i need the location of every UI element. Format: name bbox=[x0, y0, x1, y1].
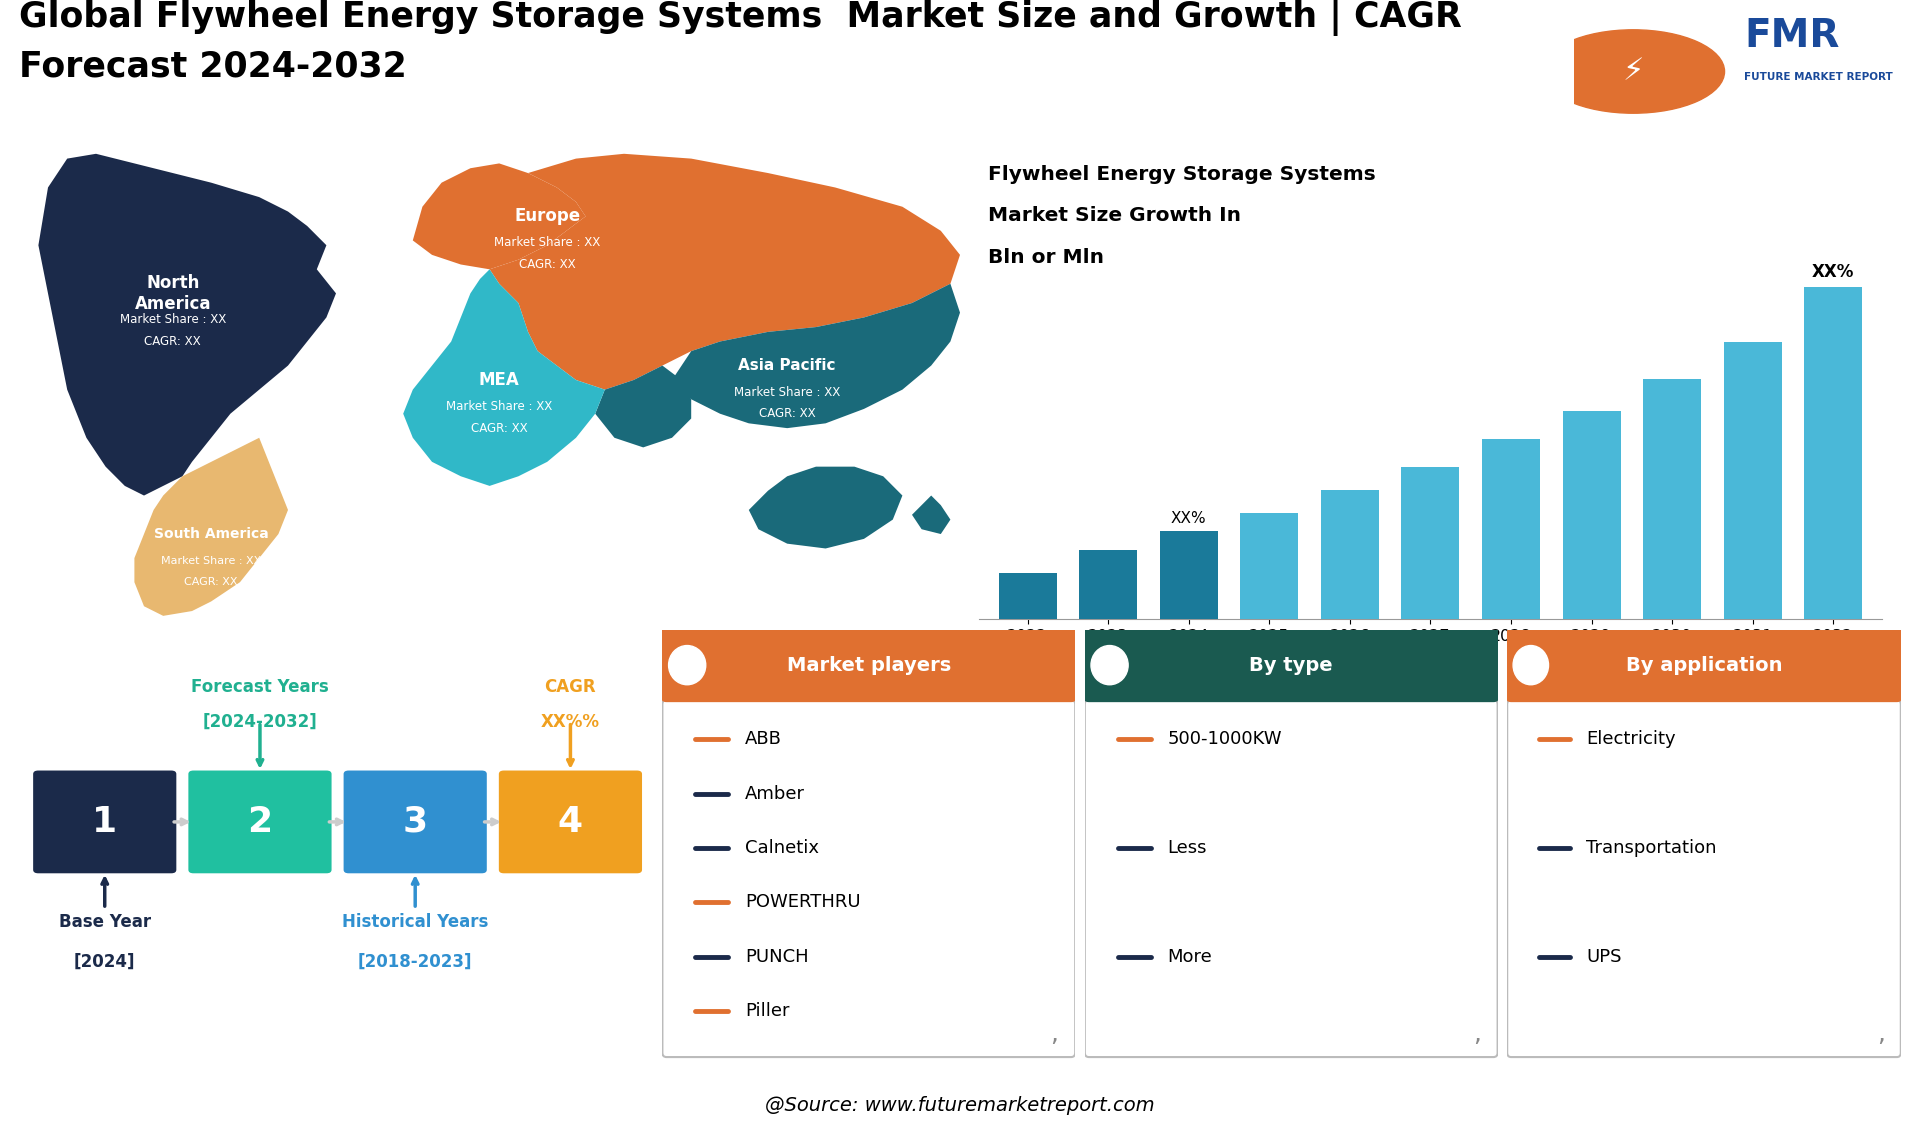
Text: Asia Pacific: Asia Pacific bbox=[739, 358, 835, 374]
Text: Historical Years: Historical Years bbox=[342, 913, 488, 932]
Text: By application: By application bbox=[1626, 656, 1782, 675]
Polygon shape bbox=[413, 164, 586, 269]
Bar bbox=[1402, 466, 1459, 619]
FancyBboxPatch shape bbox=[344, 770, 488, 873]
Text: CAGR: CAGR bbox=[545, 678, 597, 697]
FancyBboxPatch shape bbox=[1507, 700, 1901, 1057]
FancyBboxPatch shape bbox=[1085, 700, 1498, 1057]
Text: [2018-2023]: [2018-2023] bbox=[357, 952, 472, 971]
Bar bbox=[1240, 512, 1298, 619]
Text: 2: 2 bbox=[248, 804, 273, 839]
Text: Bln or Mln: Bln or Mln bbox=[989, 248, 1104, 267]
Text: More: More bbox=[1167, 948, 1212, 966]
Text: FMR: FMR bbox=[1743, 17, 1839, 55]
Text: UPS: UPS bbox=[1586, 948, 1620, 966]
Text: Transportation: Transportation bbox=[1586, 839, 1716, 857]
Text: Piller: Piller bbox=[745, 1003, 789, 1020]
FancyBboxPatch shape bbox=[1505, 628, 1903, 702]
Text: MEA: MEA bbox=[478, 371, 520, 388]
Text: Europe: Europe bbox=[515, 207, 580, 226]
Text: Less: Less bbox=[1167, 839, 1208, 857]
Bar bbox=[1724, 342, 1782, 619]
Text: CAGR: XX: CAGR: XX bbox=[184, 578, 238, 587]
Text: ,: , bbox=[1050, 1022, 1058, 1046]
FancyBboxPatch shape bbox=[1083, 628, 1500, 702]
Text: CAGR: XX: CAGR: XX bbox=[144, 335, 202, 348]
Bar bbox=[1805, 286, 1862, 619]
FancyBboxPatch shape bbox=[660, 628, 1077, 702]
Text: Flywheel Energy Storage Systems: Flywheel Energy Storage Systems bbox=[989, 165, 1377, 185]
Circle shape bbox=[1513, 645, 1549, 685]
Bar bbox=[1160, 532, 1217, 619]
Text: CAGR: XX: CAGR: XX bbox=[518, 258, 576, 270]
Text: XX%: XX% bbox=[1812, 264, 1855, 281]
Text: Forecast Years: Forecast Years bbox=[192, 678, 328, 697]
Polygon shape bbox=[749, 466, 902, 549]
Bar bbox=[1482, 439, 1540, 619]
Polygon shape bbox=[672, 284, 960, 429]
Text: XX%%: XX%% bbox=[541, 713, 599, 731]
FancyBboxPatch shape bbox=[188, 770, 332, 873]
Text: Amber: Amber bbox=[745, 785, 804, 802]
Bar bbox=[998, 573, 1056, 619]
Circle shape bbox=[668, 645, 707, 685]
Text: 1: 1 bbox=[92, 804, 117, 839]
Text: ⚡: ⚡ bbox=[1622, 57, 1644, 86]
Text: Base Year: Base Year bbox=[60, 913, 152, 932]
FancyBboxPatch shape bbox=[33, 770, 177, 873]
Text: POWERTHRU: POWERTHRU bbox=[745, 894, 860, 911]
Text: Market Size Growth In: Market Size Growth In bbox=[989, 206, 1240, 226]
Bar bbox=[1079, 550, 1137, 619]
Text: Calnetix: Calnetix bbox=[745, 839, 820, 857]
Text: Market players: Market players bbox=[787, 656, 950, 675]
Text: PUNCH: PUNCH bbox=[745, 948, 808, 966]
Text: ,: , bbox=[1878, 1022, 1885, 1046]
Text: FUTURE MARKET REPORT: FUTURE MARKET REPORT bbox=[1743, 72, 1893, 83]
Text: 4: 4 bbox=[559, 804, 584, 839]
Polygon shape bbox=[490, 154, 960, 390]
Text: Market Share : XX: Market Share : XX bbox=[733, 385, 841, 399]
Circle shape bbox=[1542, 30, 1724, 113]
Text: @Source: www.futuremarketreport.com: @Source: www.futuremarketreport.com bbox=[766, 1097, 1154, 1115]
Text: Global Flywheel Energy Storage Systems  Market Size and Growth | CAGR
Forecast 2: Global Flywheel Energy Storage Systems M… bbox=[19, 0, 1461, 84]
Text: Electricity: Electricity bbox=[1586, 730, 1676, 748]
Text: 500-1000KW: 500-1000KW bbox=[1167, 730, 1283, 748]
Polygon shape bbox=[38, 154, 336, 495]
Bar bbox=[1644, 379, 1701, 619]
Bar bbox=[1563, 411, 1620, 619]
Text: [2024-2032]: [2024-2032] bbox=[204, 713, 317, 731]
Text: [2024]: [2024] bbox=[75, 952, 136, 971]
Text: XX%: XX% bbox=[1171, 511, 1206, 526]
Text: Market Share : XX: Market Share : XX bbox=[445, 400, 553, 413]
Text: CAGR: XX: CAGR: XX bbox=[758, 407, 816, 421]
Text: Market Share : XX: Market Share : XX bbox=[493, 236, 601, 250]
Bar bbox=[1321, 489, 1379, 619]
Text: Market Share : XX: Market Share : XX bbox=[119, 313, 227, 327]
Text: South America: South America bbox=[154, 527, 269, 541]
Text: ,: , bbox=[1473, 1022, 1480, 1046]
FancyBboxPatch shape bbox=[499, 770, 641, 873]
Polygon shape bbox=[134, 438, 288, 615]
Text: CAGR: XX: CAGR: XX bbox=[470, 422, 528, 434]
Polygon shape bbox=[403, 269, 605, 486]
Text: 3: 3 bbox=[403, 804, 428, 839]
FancyBboxPatch shape bbox=[662, 700, 1075, 1057]
Text: By type: By type bbox=[1250, 656, 1332, 675]
Circle shape bbox=[1091, 645, 1129, 685]
Text: Market Share : XX: Market Share : XX bbox=[161, 556, 261, 565]
Polygon shape bbox=[595, 366, 691, 447]
Text: North
America: North America bbox=[134, 274, 211, 313]
Polygon shape bbox=[912, 495, 950, 534]
Text: ABB: ABB bbox=[745, 730, 781, 748]
